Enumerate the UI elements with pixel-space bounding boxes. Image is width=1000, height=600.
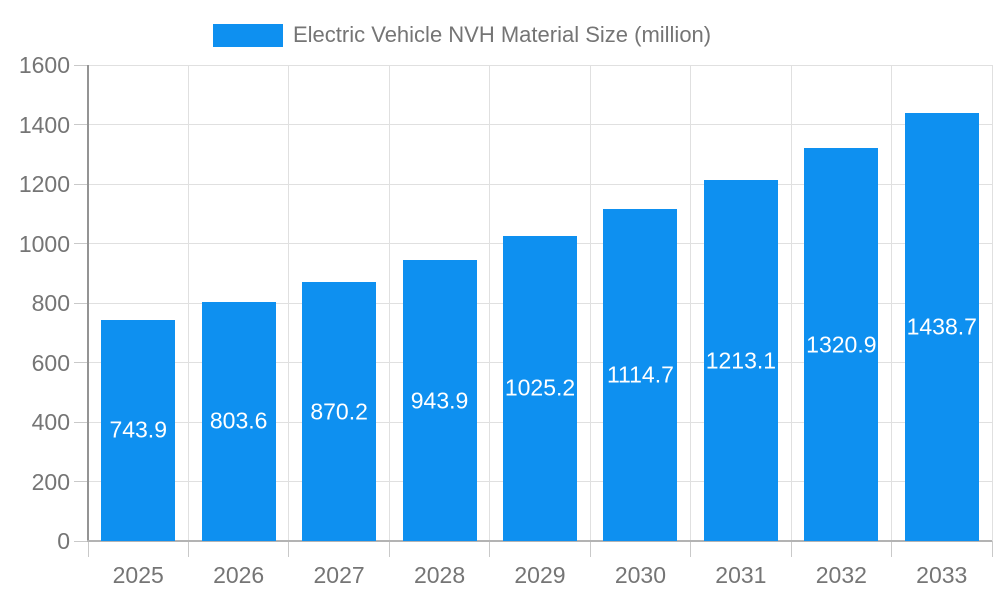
bar-value-label: 870.2 — [310, 398, 368, 425]
bar-value-label: 943.9 — [410, 387, 469, 414]
y-tick — [74, 540, 88, 542]
y-axis-tick-label: 1600 — [18, 52, 70, 78]
legend-swatch — [213, 23, 283, 47]
x-axis-tick-label: 2026 — [213, 562, 265, 588]
x-axis-tick-label: 2025 — [112, 562, 164, 588]
v-gridline — [690, 65, 692, 541]
v-gridline — [489, 65, 491, 541]
x-tick — [87, 541, 89, 557]
bar-value-label: 1320.9 — [806, 331, 877, 357]
y-tick — [74, 481, 88, 482]
y-axis-tick-label: 0 — [57, 528, 70, 554]
y-tick — [74, 183, 88, 185]
legend-label: Electric Vehicle NVH Material Size (mill… — [293, 22, 712, 47]
x-axis-tick-label: 2027 — [313, 562, 365, 588]
y-axis-tick-label: 1200 — [18, 171, 70, 197]
bar-2027[interactable]: 870.2 — [302, 282, 377, 541]
y-axis-tick-label: 400 — [31, 409, 70, 435]
h-gridline — [88, 64, 992, 66]
bar-value-label: 1213.1 — [705, 347, 777, 374]
x-tick — [187, 541, 189, 557]
bar-2028[interactable]: 943.9 — [402, 260, 477, 541]
bar-2033[interactable]: 1438.7 — [904, 112, 979, 541]
v-gridline — [388, 65, 390, 541]
h-gridline — [88, 183, 992, 185]
y-tick — [74, 243, 88, 244]
bar-2030[interactable]: 1114.7 — [603, 209, 678, 541]
x-tick — [288, 541, 290, 557]
bar-value-label: 743.9 — [109, 416, 167, 443]
v-gridline — [991, 65, 993, 541]
y-tick — [74, 362, 88, 363]
x-axis-line — [87, 540, 992, 542]
legend[interactable]: Electric Vehicle NVH Material Size (mill… — [213, 22, 711, 48]
v-gridline — [288, 65, 290, 541]
bar-2032[interactable]: 1320.9 — [804, 148, 879, 541]
y-tick — [74, 421, 88, 423]
v-gridline — [891, 65, 893, 541]
x-axis-tick-label: 2033 — [916, 562, 968, 588]
x-tick — [790, 541, 792, 557]
h-gridline — [88, 124, 992, 125]
y-tick — [74, 302, 88, 304]
x-tick — [388, 541, 390, 557]
y-tick — [74, 124, 88, 125]
x-tick — [991, 541, 993, 557]
v-gridline — [790, 65, 792, 541]
y-tick — [74, 64, 88, 66]
bar-2026[interactable]: 803.6 — [201, 301, 276, 541]
x-axis-tick-label: 2032 — [815, 562, 867, 588]
x-tick — [589, 541, 591, 557]
y-axis-tick-label: 200 — [31, 468, 70, 495]
y-axis-tick-label: 800 — [31, 290, 70, 316]
y-axis-tick-label: 1000 — [18, 230, 70, 257]
bar-2029[interactable]: 1025.2 — [503, 236, 577, 541]
bar-value-label: 1438.7 — [906, 313, 977, 340]
x-tick — [690, 541, 692, 557]
v-gridline — [187, 65, 189, 541]
y-axis-tick-label: 1400 — [18, 111, 70, 138]
x-axis-tick-label: 2029 — [514, 562, 566, 588]
x-axis-tick-label: 2030 — [614, 562, 667, 588]
bar-2031[interactable]: 1213.1 — [703, 180, 778, 541]
v-gridline — [589, 65, 591, 541]
x-axis-tick-label: 2028 — [413, 562, 466, 588]
bar-value-label: 1114.7 — [606, 361, 674, 388]
x-tick — [891, 541, 893, 557]
bar-value-label: 1025.2 — [504, 374, 576, 401]
x-tick — [489, 541, 491, 557]
bar-value-label: 803.6 — [209, 407, 268, 434]
y-axis-line — [87, 65, 89, 542]
x-axis-tick-label: 2031 — [715, 562, 767, 588]
bar-2025[interactable]: 743.9 — [101, 319, 176, 541]
y-axis-tick-label: 600 — [31, 349, 70, 376]
